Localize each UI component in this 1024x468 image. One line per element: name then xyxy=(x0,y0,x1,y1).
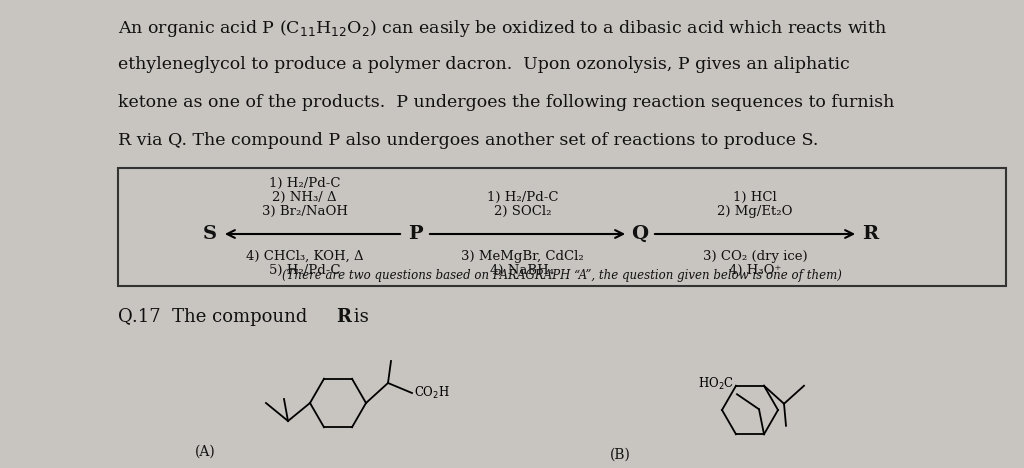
Text: Q.17  The compound: Q.17 The compound xyxy=(118,308,313,326)
Text: S: S xyxy=(203,225,217,243)
Text: 2) SOCl₂: 2) SOCl₂ xyxy=(494,205,551,218)
Text: R: R xyxy=(336,308,351,326)
Text: 5) H₂/Pd-C: 5) H₂/Pd-C xyxy=(268,264,340,277)
Text: 4) H₃O⁺: 4) H₃O⁺ xyxy=(729,264,781,277)
Bar xyxy=(118,168,1006,286)
Text: Q: Q xyxy=(632,225,648,243)
Text: 1) H₂/Pd-C: 1) H₂/Pd-C xyxy=(486,191,558,204)
Text: (There are two questions based on PARAGRAPH “A”, the question given below is one: (There are two questions based on PARAGR… xyxy=(282,269,842,282)
Text: 2) NH₃/ Δ: 2) NH₃/ Δ xyxy=(272,191,337,204)
Text: An organic acid P (C$_{11}$H$_{12}$O$_2$) can easily be oxidized to a dibasic ac: An organic acid P (C$_{11}$H$_{12}$O$_2$… xyxy=(118,18,888,39)
Text: ethyleneglycol to produce a polymer dacron.  Upon ozonolysis, P gives an aliphat: ethyleneglycol to produce a polymer dacr… xyxy=(118,56,850,73)
Text: 3) Br₂/NaOH: 3) Br₂/NaOH xyxy=(261,205,347,218)
Text: (A): (A) xyxy=(195,445,216,459)
Text: 3) MeMgBr, CdCl₂: 3) MeMgBr, CdCl₂ xyxy=(461,250,584,263)
Text: 1) H₂/Pd-C: 1) H₂/Pd-C xyxy=(268,177,340,190)
Text: 4) NaBH₄: 4) NaBH₄ xyxy=(490,264,555,277)
Text: 3) CO₂ (dry ice): 3) CO₂ (dry ice) xyxy=(702,250,807,263)
Text: is: is xyxy=(348,308,369,326)
Text: P: P xyxy=(408,225,422,243)
Text: HO$_2$C: HO$_2$C xyxy=(698,376,734,392)
Text: R: R xyxy=(862,225,878,243)
Text: 4) CHCl₃, KOH, Δ: 4) CHCl₃, KOH, Δ xyxy=(246,250,364,263)
Text: CO$_2$H: CO$_2$H xyxy=(414,385,450,401)
Text: (B): (B) xyxy=(610,448,631,462)
Text: 2) Mg/Et₂O: 2) Mg/Et₂O xyxy=(717,205,793,218)
Text: 1) HCl: 1) HCl xyxy=(733,191,777,204)
Text: ketone as one of the products.  P undergoes the following reaction sequences to : ketone as one of the products. P undergo… xyxy=(118,94,894,111)
Text: R via Q. The compound P also undergoes another set of reactions to produce S.: R via Q. The compound P also undergoes a… xyxy=(118,132,818,149)
